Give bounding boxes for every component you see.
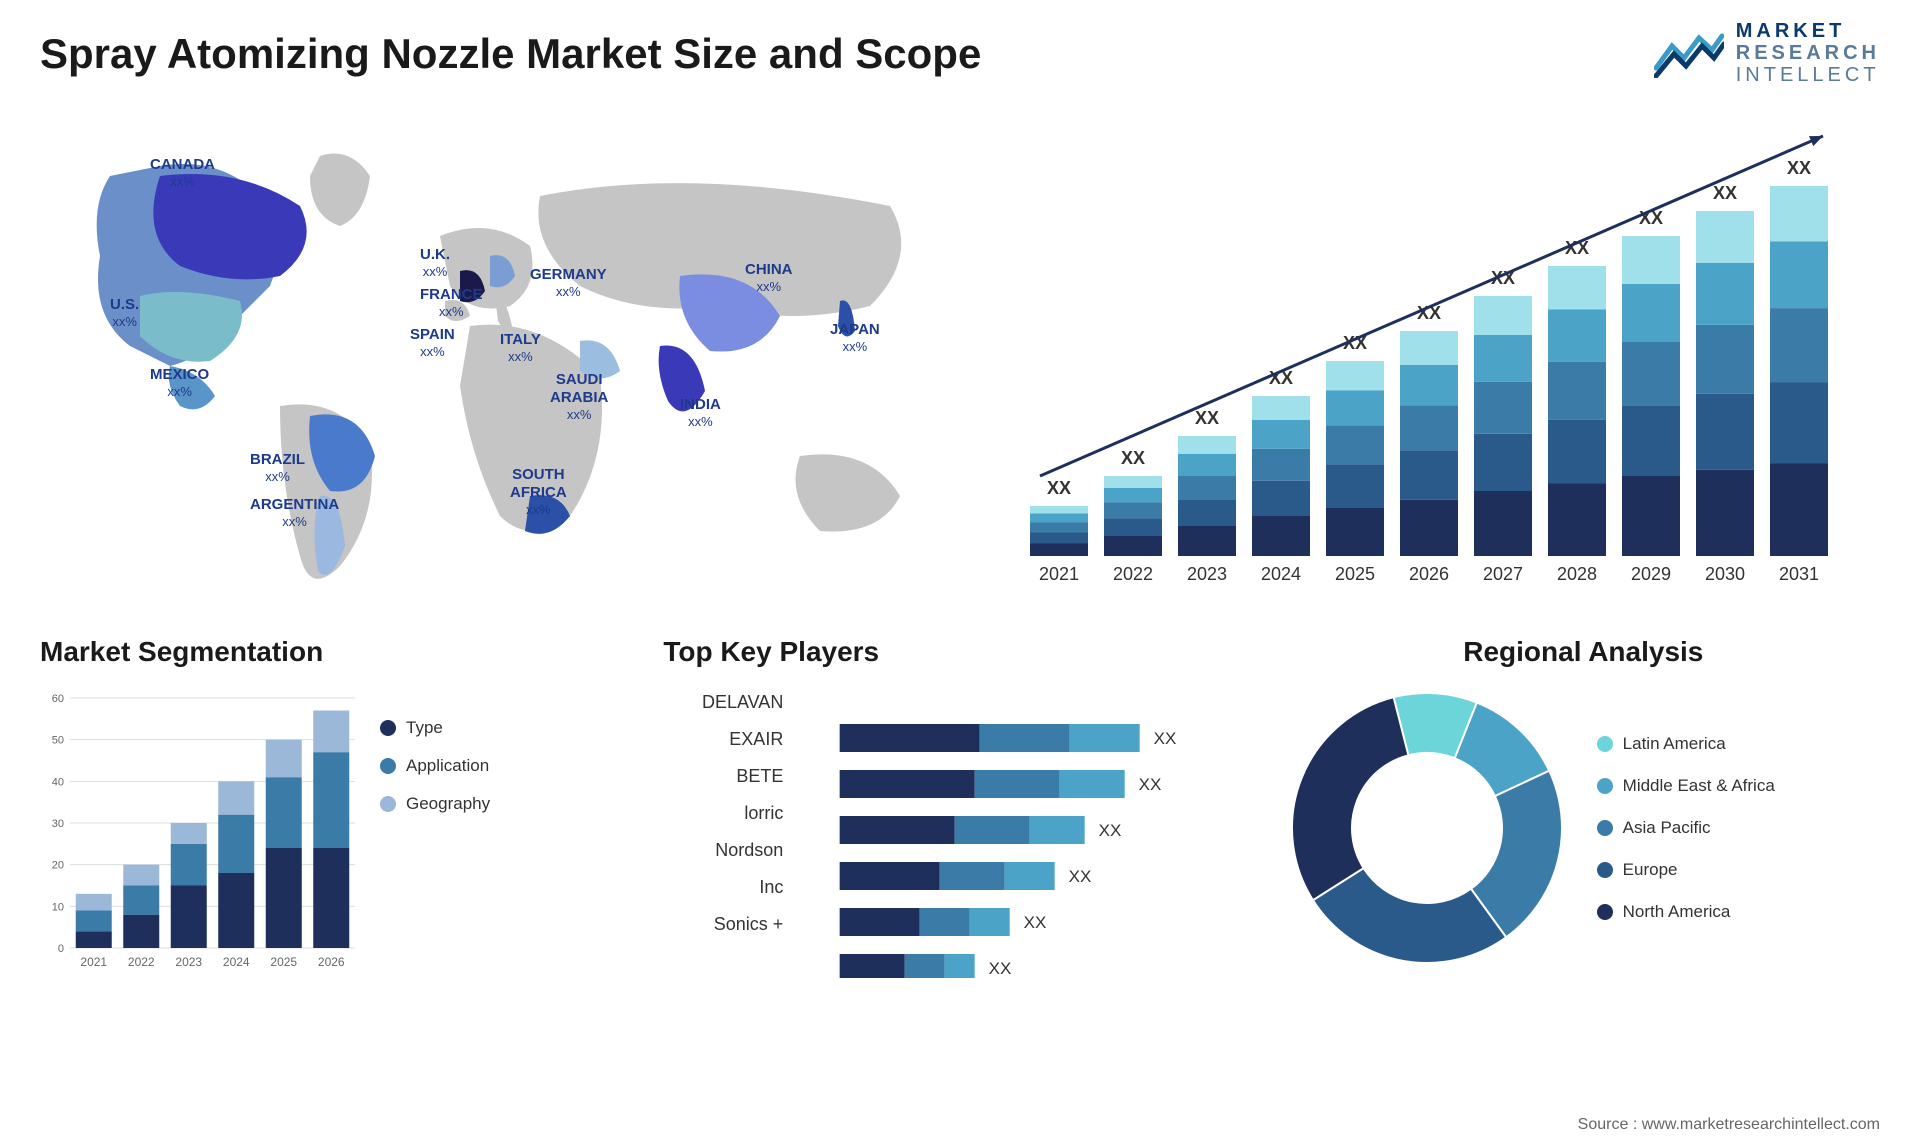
- svg-text:60: 60: [52, 693, 64, 705]
- svg-text:XX: XX: [1787, 158, 1811, 178]
- svg-text:XX: XX: [1154, 729, 1177, 748]
- regional-title: Regional Analysis: [1287, 636, 1880, 668]
- region-asia-pacific: Asia Pacific: [1597, 818, 1775, 838]
- svg-text:2023: 2023: [175, 955, 202, 969]
- segmentation-panel: Market Segmentation 0 10 20 30 40 50 60 2021 202…: [40, 636, 633, 1036]
- source-attribution: Source : www.marketresearchintellect.com: [1578, 1116, 1880, 1134]
- player-nordson: Nordson: [663, 840, 783, 861]
- legend-application: Application: [380, 756, 633, 776]
- regional-legend: Latin America Middle East & Africa Asia Pa…: [1597, 734, 1775, 922]
- map-label-italy: ITALYxx%: [500, 331, 541, 365]
- region-north-america: North America: [1597, 902, 1775, 922]
- world-map: CANADAxx% U.S.xx% MEXICOxx% BRAZILxx% ARGENT…: [40, 116, 970, 596]
- logo-text-1: MARKET: [1736, 20, 1880, 42]
- map-label-saudi-arabia: SAUDIARABIAxx%: [550, 371, 608, 423]
- map-label-spain: SPAINxx%: [410, 326, 455, 360]
- map-label-u.k.: U.K.xx%: [420, 246, 450, 280]
- svg-text:2026: 2026: [1409, 564, 1449, 584]
- svg-text:XX: XX: [1024, 913, 1047, 932]
- svg-text:2023: 2023: [1187, 564, 1227, 584]
- svg-text:2030: 2030: [1705, 564, 1745, 584]
- svg-text:40: 40: [52, 776, 64, 788]
- logo-mark-icon: [1654, 28, 1724, 78]
- regional-donut: [1287, 688, 1567, 968]
- svg-text:XX: XX: [989, 959, 1012, 978]
- svg-text:2029: 2029: [1631, 564, 1671, 584]
- logo-text-3: INTELLECT: [1736, 64, 1880, 86]
- svg-text:XX: XX: [1099, 821, 1122, 840]
- svg-text:2027: 2027: [1483, 564, 1523, 584]
- brand-logo: MARKET RESEARCH INTELLECT: [1654, 20, 1880, 86]
- players-names: DELAVAN EXAIR BETE lorric Nordson Inc Sonics +: [663, 688, 783, 978]
- map-label-china: CHINAxx%: [745, 261, 793, 295]
- player-lorric: lorric: [663, 803, 783, 824]
- svg-text:XX: XX: [1121, 448, 1145, 468]
- svg-text:XX: XX: [1195, 408, 1219, 428]
- players-chart: XX XX XX XX XX XX: [803, 688, 1256, 978]
- main-growth-chart: XX2021XX2022XX2023XX2024XX2025XX2026XX20…: [1010, 116, 1880, 596]
- svg-text:2021: 2021: [80, 955, 107, 969]
- svg-text:XX: XX: [1713, 183, 1737, 203]
- map-label-mexico: MEXICOxx%: [150, 366, 209, 400]
- svg-text:2024: 2024: [1261, 564, 1301, 584]
- region-latin-america: Latin America: [1597, 734, 1775, 754]
- svg-text:2028: 2028: [1557, 564, 1597, 584]
- map-label-japan: JAPANxx%: [830, 321, 880, 355]
- region-europe: Europe: [1597, 860, 1775, 880]
- regional-panel: Regional Analysis Latin America Middle Ea…: [1287, 636, 1880, 1036]
- svg-text:2024: 2024: [223, 955, 250, 969]
- svg-text:2026: 2026: [318, 955, 345, 969]
- svg-text:XX: XX: [1047, 478, 1071, 498]
- svg-text:2022: 2022: [128, 955, 155, 969]
- player-sonics-plus: Sonics +: [663, 914, 783, 935]
- svg-text:2031: 2031: [1779, 564, 1819, 584]
- map-label-argentina: ARGENTINAxx%: [250, 496, 339, 530]
- svg-text:2025: 2025: [1335, 564, 1375, 584]
- svg-text:2021: 2021: [1039, 564, 1079, 584]
- player-bete: BETE: [663, 766, 783, 787]
- logo-text-2: RESEARCH: [1736, 42, 1880, 64]
- legend-geography: Geography: [380, 794, 633, 814]
- svg-text:XX: XX: [1069, 867, 1092, 886]
- region-middle-east-africa: Middle East & Africa: [1597, 776, 1775, 796]
- map-label-germany: GERMANYxx%: [530, 266, 607, 300]
- players-panel: Top Key Players DELAVAN EXAIR BETE lorric No…: [663, 636, 1256, 1036]
- player-inc: Inc: [663, 877, 783, 898]
- page-title: Spray Atomizing Nozzle Market Size and S…: [40, 30, 981, 78]
- svg-text:20: 20: [52, 860, 64, 872]
- map-label-canada: CANADAxx%: [150, 156, 215, 190]
- segmentation-legend: Type Application Geography: [380, 688, 633, 978]
- svg-text:2022: 2022: [1113, 564, 1153, 584]
- players-title: Top Key Players: [663, 636, 1256, 668]
- svg-text:0: 0: [58, 943, 64, 955]
- map-label-france: FRANCExx%: [420, 286, 483, 320]
- player-delavan: DELAVAN: [663, 692, 783, 713]
- segmentation-title: Market Segmentation: [40, 636, 633, 668]
- player-exair: EXAIR: [663, 729, 783, 750]
- svg-text:10: 10: [52, 901, 64, 913]
- svg-text:2025: 2025: [270, 955, 297, 969]
- legend-type: Type: [380, 718, 633, 738]
- svg-text:XX: XX: [1139, 775, 1162, 794]
- map-label-u.s.: U.S.xx%: [110, 296, 139, 330]
- svg-text:50: 50: [52, 735, 64, 747]
- map-label-south-africa: SOUTHAFRICAxx%: [510, 466, 567, 518]
- map-label-india: INDIAxx%: [680, 396, 721, 430]
- map-label-brazil: BRAZILxx%: [250, 451, 305, 485]
- svg-text:30: 30: [52, 818, 64, 830]
- segmentation-chart: 0 10 20 30 40 50 60 2021 2022 2023 2024 2025 2026: [40, 688, 360, 978]
